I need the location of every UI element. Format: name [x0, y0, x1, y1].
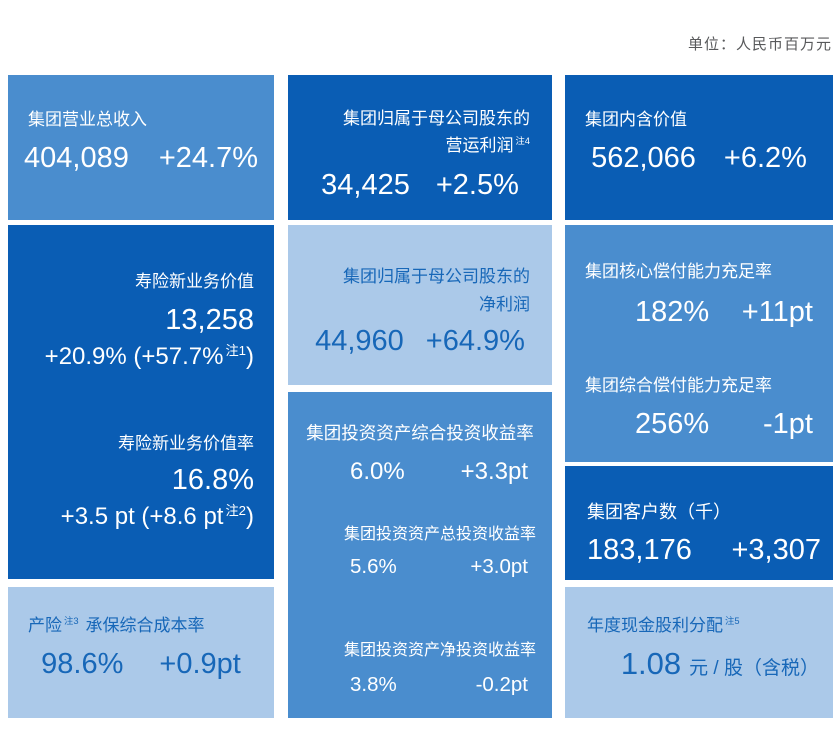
operating-profit-change: +2.5% [435, 169, 519, 201]
group-customers-label: 集团客户数（千） [587, 502, 731, 522]
pc-combined-ratio-label: 产险 注3 承保综合成本率 [28, 615, 254, 638]
pc-combined-ratio-value-row: 98.6% +0.9pt [28, 647, 254, 680]
annual-dividend-label-text: 年度现金股利分配 [587, 616, 723, 635]
net-profit-label-line1: 集团归属于母公司股东的 [343, 267, 530, 286]
net-profit-label: 集团归属于母公司股东的 净利润 [310, 263, 530, 319]
life-nbv-margin-label: 寿险新业务价值率 [118, 433, 254, 453]
core-solvency-value-row: 182% +11pt [585, 295, 813, 328]
embedded-value-change: +6.2% [723, 141, 807, 174]
unit-label: 单位：人民币百万元 [687, 36, 832, 53]
total-yield-label: 集团投资资产总投资收益率 [343, 525, 536, 543]
group-customers-change: +3,307 [731, 534, 821, 567]
operating-profit-value-row: 34,425 +2.5% [310, 171, 530, 200]
group-revenue-value: 404,089 [24, 141, 129, 174]
life-nbv-change-main: +20.9% (+57.7% [44, 342, 224, 370]
life-nbv-margin-note-sup: 注2 [225, 502, 246, 518]
operating-profit-label-line2-text: 营运利润 [445, 136, 514, 155]
group-revenue-label: 集团营业总收入 [28, 110, 147, 129]
comprehensive-solvency-label: 集团综合偿付能力充足率 [585, 375, 772, 395]
embedded-value-value-row: 562,066 +6.2% [585, 141, 813, 174]
pc-note-sup: 注3 [64, 616, 79, 627]
life-nbv-note-sup: 注1 [225, 342, 246, 358]
total-yield-value: 5.6% [350, 555, 397, 579]
group-customers-value-row: 183,176 +3,307 [587, 536, 821, 565]
tile-operating-profit: 集团归属于母公司股东的 营运利润 注4 34,425 +2.5% [288, 75, 552, 220]
annual-dividend-unit: 元 / 股（含税） [689, 657, 819, 679]
operating-profit-note-sup: 注4 [515, 136, 530, 147]
life-nbv-label: 寿险新业务价值 [135, 272, 254, 291]
net-profit-value: 44,960 [315, 325, 404, 357]
annual-dividend-label: 年度现金股利分配 注5 [587, 615, 811, 638]
life-nbv-margin-change-main: +3.5 pt (+8.6 pt [60, 502, 224, 530]
core-solvency-value: 182% [635, 295, 710, 328]
embedded-value-value: 562,066 [591, 141, 696, 174]
tile-life-nbv: 寿险新业务价值 13,258 +20.9% (+57.7% 注1) 寿险新业务价值… [8, 225, 274, 579]
comprehensive-yield-label: 集团投资资产综合投资收益率 [306, 423, 534, 443]
net-yield-label: 集团投资资产净投资收益率 [343, 641, 536, 659]
group-revenue-change: +24.7% [158, 141, 258, 174]
pc-label-suffix: 承保综合成本率 [85, 616, 205, 635]
operating-profit-value: 34,425 [321, 169, 410, 201]
net-yield-value-row: 3.8% -0.2pt [288, 675, 552, 696]
pc-combined-ratio-change: +0.9pt [159, 647, 241, 680]
annual-dividend-note-sup: 注5 [725, 616, 740, 627]
group-customers-value: 183,176 [587, 534, 692, 567]
pc-combined-ratio-value: 98.6% [41, 647, 124, 680]
net-yield-value: 3.8% [350, 673, 397, 697]
life-nbv-margin-value: 16.8% [171, 463, 254, 496]
group-revenue-value-row: 404,089 +24.7% [24, 143, 258, 173]
embedded-value-label: 集团内含价值 [585, 110, 687, 129]
tile-annual-dividend: 年度现金股利分配 注5 1.08 元 / 股（含税） [565, 587, 833, 718]
comprehensive-yield-value-row: 6.0% +3.3pt [288, 457, 552, 485]
pc-label-prefix: 产险 [28, 616, 62, 635]
tile-investment-yields: 集团投资资产综合投资收益率 6.0% +3.3pt 集团投资资产总投资收益率 5… [288, 392, 552, 718]
life-nbv-value: 13,258 [165, 303, 254, 336]
tile-group-customers: 集团客户数（千） 183,176 +3,307 [565, 466, 833, 580]
life-nbv-change-close: ) [246, 342, 254, 370]
net-profit-value-row: 44,960 +64.9% [310, 327, 530, 356]
tile-solvency: 集团核心偿付能力充足率 182% +11pt 集团综合偿付能力充足率 256% … [565, 225, 833, 462]
net-profit-change: +64.9% [425, 325, 525, 357]
tile-embedded-value: 集团内含价值 562,066 +6.2% [565, 75, 833, 220]
net-yield-change: -0.2pt [475, 673, 528, 697]
operating-profit-label: 集团归属于母公司股东的 营运利润 注4 [310, 105, 530, 159]
life-nbv-margin-change-close: ) [246, 502, 254, 530]
operating-profit-label-line1: 集团归属于母公司股东的 [343, 109, 530, 128]
life-nbv-change: +20.9% (+57.7% 注1) [28, 342, 254, 370]
comprehensive-solvency-value-row: 256% -1pt [585, 407, 813, 440]
core-solvency-label: 集团核心偿付能力充足率 [585, 262, 772, 281]
life-nbv-margin-change: +3.5 pt (+8.6 pt 注2) [28, 502, 254, 530]
net-profit-label-line2: 净利润 [479, 295, 530, 314]
comprehensive-solvency-change: -1pt [763, 407, 813, 440]
total-yield-value-row: 5.6% +3.0pt [288, 557, 552, 578]
annual-dividend-value-row: 1.08 元 / 股（含税） [587, 648, 819, 679]
tile-group-revenue: 集团营业总收入 404,089 +24.7% [8, 75, 274, 220]
comprehensive-solvency-value: 256% [635, 407, 710, 440]
annual-dividend-value: 1.08 [620, 645, 682, 681]
tile-pc-combined-ratio: 产险 注3 承保综合成本率 98.6% +0.9pt [8, 587, 274, 718]
operating-profit-label-line2: 营运利润 注4 [310, 132, 530, 159]
comprehensive-yield-value: 6.0% [350, 457, 405, 485]
total-yield-change: +3.0pt [470, 555, 528, 579]
comprehensive-yield-change: +3.3pt [460, 457, 528, 485]
core-solvency-change: +11pt [741, 295, 813, 328]
tile-net-profit: 集团归属于母公司股东的 净利润 44,960 +64.9% [288, 225, 552, 385]
